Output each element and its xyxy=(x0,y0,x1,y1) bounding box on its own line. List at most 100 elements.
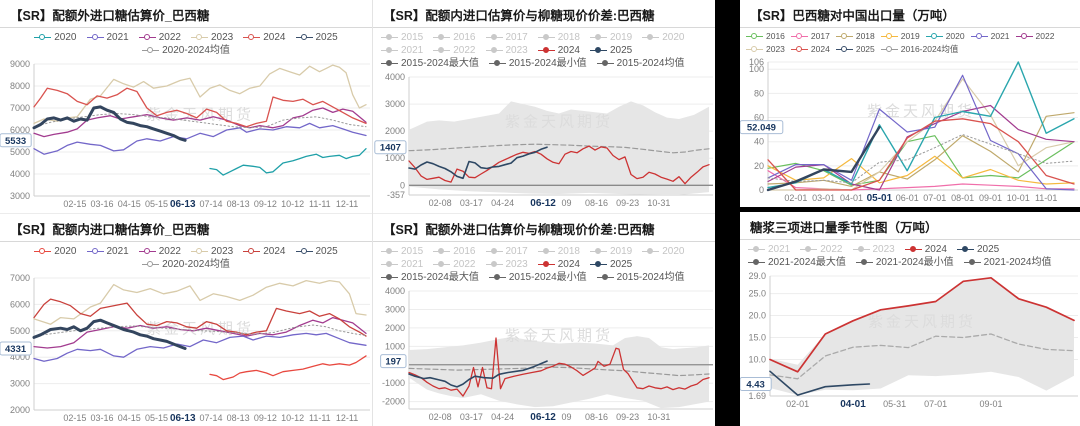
legend-item-2024[interactable]: 2024 xyxy=(537,44,580,57)
legend-item-2021[interactable]: 2021 xyxy=(748,243,790,256)
legend-item-2019[interactable]: 2019 xyxy=(590,31,632,44)
legend-marker-icon xyxy=(880,45,898,54)
legend-item-2021-2024均值[interactable]: 2021-2024均值 xyxy=(963,256,1052,269)
legend-item-2015-2024最大值[interactable]: 2015-2024最大值 xyxy=(381,271,479,284)
legend-item-2022[interactable]: 2022 xyxy=(800,243,843,256)
legend-item-2022[interactable]: 2022 xyxy=(433,258,476,271)
legend-marker-icon xyxy=(243,33,261,42)
legend-item-2018[interactable]: 2018 xyxy=(835,30,875,43)
legend-item-2024[interactable]: 2024 xyxy=(537,258,580,271)
legend-item-2016[interactable]: 2016 xyxy=(746,30,785,43)
legend-item-2016[interactable]: 2016 xyxy=(433,245,476,258)
legend-item-2022[interactable]: 2022 xyxy=(138,245,181,258)
legend-item-2021[interactable]: 2021 xyxy=(86,245,129,258)
chart-panel-in-quota-import-price: 【SR】配额内进口糖估算价_巴西糖 2020 2021 2022 2023 2024 20… xyxy=(0,213,372,426)
legend-item-2025[interactable]: 2025 xyxy=(835,43,875,56)
legend-item-2023[interactable]: 2023 xyxy=(746,43,785,56)
legend-item-2022[interactable]: 2022 xyxy=(138,31,181,44)
legend-item-2024[interactable]: 2024 xyxy=(904,243,947,256)
svg-text:10-01: 10-01 xyxy=(1007,193,1030,203)
legend-label: 2020 xyxy=(662,32,685,43)
legend-item-2015-2024最大值[interactable]: 2015-2024最大值 xyxy=(381,57,479,70)
legend-item-2020-2024均值[interactable]: 2020-2024均值 xyxy=(142,44,230,57)
legend-item-2021-2024最大值[interactable]: 2021-2024最大值 xyxy=(748,256,846,269)
svg-text:04-01: 04-01 xyxy=(840,193,863,203)
legend-marker-icon xyxy=(537,33,555,42)
legend-marker-icon xyxy=(433,260,451,269)
legend-item-2025[interactable]: 2025 xyxy=(590,258,632,271)
legend-label: 2020 xyxy=(54,246,77,257)
chart-column-right: 【SR】巴西糖对中国出口量（万吨） 2016 2017 2018 2019 2020 20… xyxy=(740,0,1080,426)
legend-marker-icon xyxy=(1015,32,1033,41)
svg-text:4000: 4000 xyxy=(10,352,30,362)
svg-text:07-14: 07-14 xyxy=(199,413,222,423)
legend-item-2021[interactable]: 2021 xyxy=(381,258,423,271)
legend-item-2021-2024最小值[interactable]: 2021-2024最小值 xyxy=(855,256,954,269)
legend-item-2016[interactable]: 2016 xyxy=(433,31,476,44)
svg-text:06-13: 06-13 xyxy=(170,199,196,210)
svg-text:4000: 4000 xyxy=(385,286,405,296)
legend-item-2015-2024均值[interactable]: 2015-2024均值 xyxy=(596,57,684,70)
legend-item-2023[interactable]: 2023 xyxy=(485,258,528,271)
legend-item-2025[interactable]: 2025 xyxy=(295,245,338,258)
legend-item-2024[interactable]: 2024 xyxy=(790,43,830,56)
legend-item-2025[interactable]: 2025 xyxy=(957,243,999,256)
legend-item-2023[interactable]: 2023 xyxy=(191,31,233,44)
legend-item-2020-2024均值[interactable]: 2020-2024均值 xyxy=(142,258,230,271)
legend-marker-icon xyxy=(488,273,506,282)
chart-plot[interactable]: 1.69 10.0 15.0 20.0 25.0 29.0 紫金天风期货 02-01 04-01… xyxy=(740,270,1080,410)
legend-item-2015-2024最小值[interactable]: 2015-2024最小值 xyxy=(488,57,587,70)
legend-label: 2022 xyxy=(820,244,843,255)
legend-item-2020[interactable]: 2020 xyxy=(642,31,685,44)
legend-marker-icon xyxy=(381,33,398,42)
svg-text:02-08: 02-08 xyxy=(429,198,452,208)
legend-marker-icon xyxy=(537,46,555,55)
legend-item-2018[interactable]: 2018 xyxy=(537,31,580,44)
legend-item-2015[interactable]: 2015 xyxy=(381,31,423,44)
legend-marker-icon xyxy=(852,245,870,254)
legend-item-2017[interactable]: 2017 xyxy=(790,30,830,43)
chart-plot[interactable]: -357 0 1000 2000 3000 4000 紫金天风期货 02-08 03-17 04-… xyxy=(373,71,715,209)
legend-item-2024[interactable]: 2024 xyxy=(243,245,286,258)
legend-item-2023[interactable]: 2023 xyxy=(852,243,895,256)
svg-text:10-12: 10-12 xyxy=(281,199,304,209)
legend-item-2022[interactable]: 2022 xyxy=(1015,30,1054,43)
svg-text:100: 100 xyxy=(749,64,764,74)
svg-text:08-01: 08-01 xyxy=(951,193,974,203)
legend-item-2021[interactable]: 2021 xyxy=(970,30,1010,43)
chart-plot[interactable]: -2000-100001000200030004000紫金天风期货02-0803… xyxy=(373,285,715,423)
legend-item-2023[interactable]: 2023 xyxy=(191,245,233,258)
legend-item-2015-2024最小值[interactable]: 2015-2024最小值 xyxy=(488,271,587,284)
legend-marker-icon xyxy=(642,33,660,42)
legend-item-2020[interactable]: 2020 xyxy=(642,245,685,258)
legend-label: 2021-2024均值 xyxy=(983,257,1052,268)
chart-legend: 2016 2017 2018 2019 2020 2021 2022 2023 2024 2025… xyxy=(740,28,1080,56)
legend-item-2015[interactable]: 2015 xyxy=(381,245,423,258)
legend-item-2021[interactable]: 2021 xyxy=(381,44,423,57)
legend-item-2019[interactable]: 2019 xyxy=(880,30,920,43)
legend-item-2022[interactable]: 2022 xyxy=(433,44,476,57)
legend-item-2017[interactable]: 2017 xyxy=(485,245,528,258)
svg-text:06-12: 06-12 xyxy=(530,198,556,209)
chart-plot[interactable]: 0 20 40 60 80 100 106 紫金天风期货 02-01 03-01 04-01 05-0… xyxy=(740,56,1080,204)
legend-item-2016-2024均值[interactable]: 2016-2024均值 xyxy=(880,43,958,56)
legend-item-2019[interactable]: 2019 xyxy=(590,245,632,258)
legend-item-2017[interactable]: 2017 xyxy=(485,31,528,44)
legend-item-2025[interactable]: 2025 xyxy=(590,44,632,57)
legend-item-2021[interactable]: 2021 xyxy=(86,31,129,44)
legend-item-2023[interactable]: 2023 xyxy=(485,44,528,57)
legend-item-2025[interactable]: 2025 xyxy=(295,31,338,44)
legend-label: 2015 xyxy=(401,246,424,257)
legend-item-2020[interactable]: 2020 xyxy=(34,31,77,44)
legend-item-2024[interactable]: 2024 xyxy=(243,31,286,44)
legend-marker-icon xyxy=(880,32,898,41)
legend-item-2015-2024均值[interactable]: 2015-2024均值 xyxy=(596,271,684,284)
legend-marker-icon xyxy=(596,59,614,68)
chart-plot[interactable]: 2000 3000 4000 5000 6000 7000 紫金天风期货 02-15 03-16… xyxy=(0,272,372,424)
legend-item-2020[interactable]: 2020 xyxy=(34,245,77,258)
legend-item-2020[interactable]: 2020 xyxy=(925,30,965,43)
svg-text:04-15: 04-15 xyxy=(118,199,141,209)
legend-item-2018[interactable]: 2018 xyxy=(537,245,580,258)
chart-canvas: 1.69 10.0 15.0 20.0 25.0 29.0 紫金天风期货 02-01 04-01… xyxy=(740,271,1078,410)
chart-plot[interactable]: 3000 4000 5000 6000 7000 8000 9000 紫金天风期货 02-15 0… xyxy=(0,58,372,210)
